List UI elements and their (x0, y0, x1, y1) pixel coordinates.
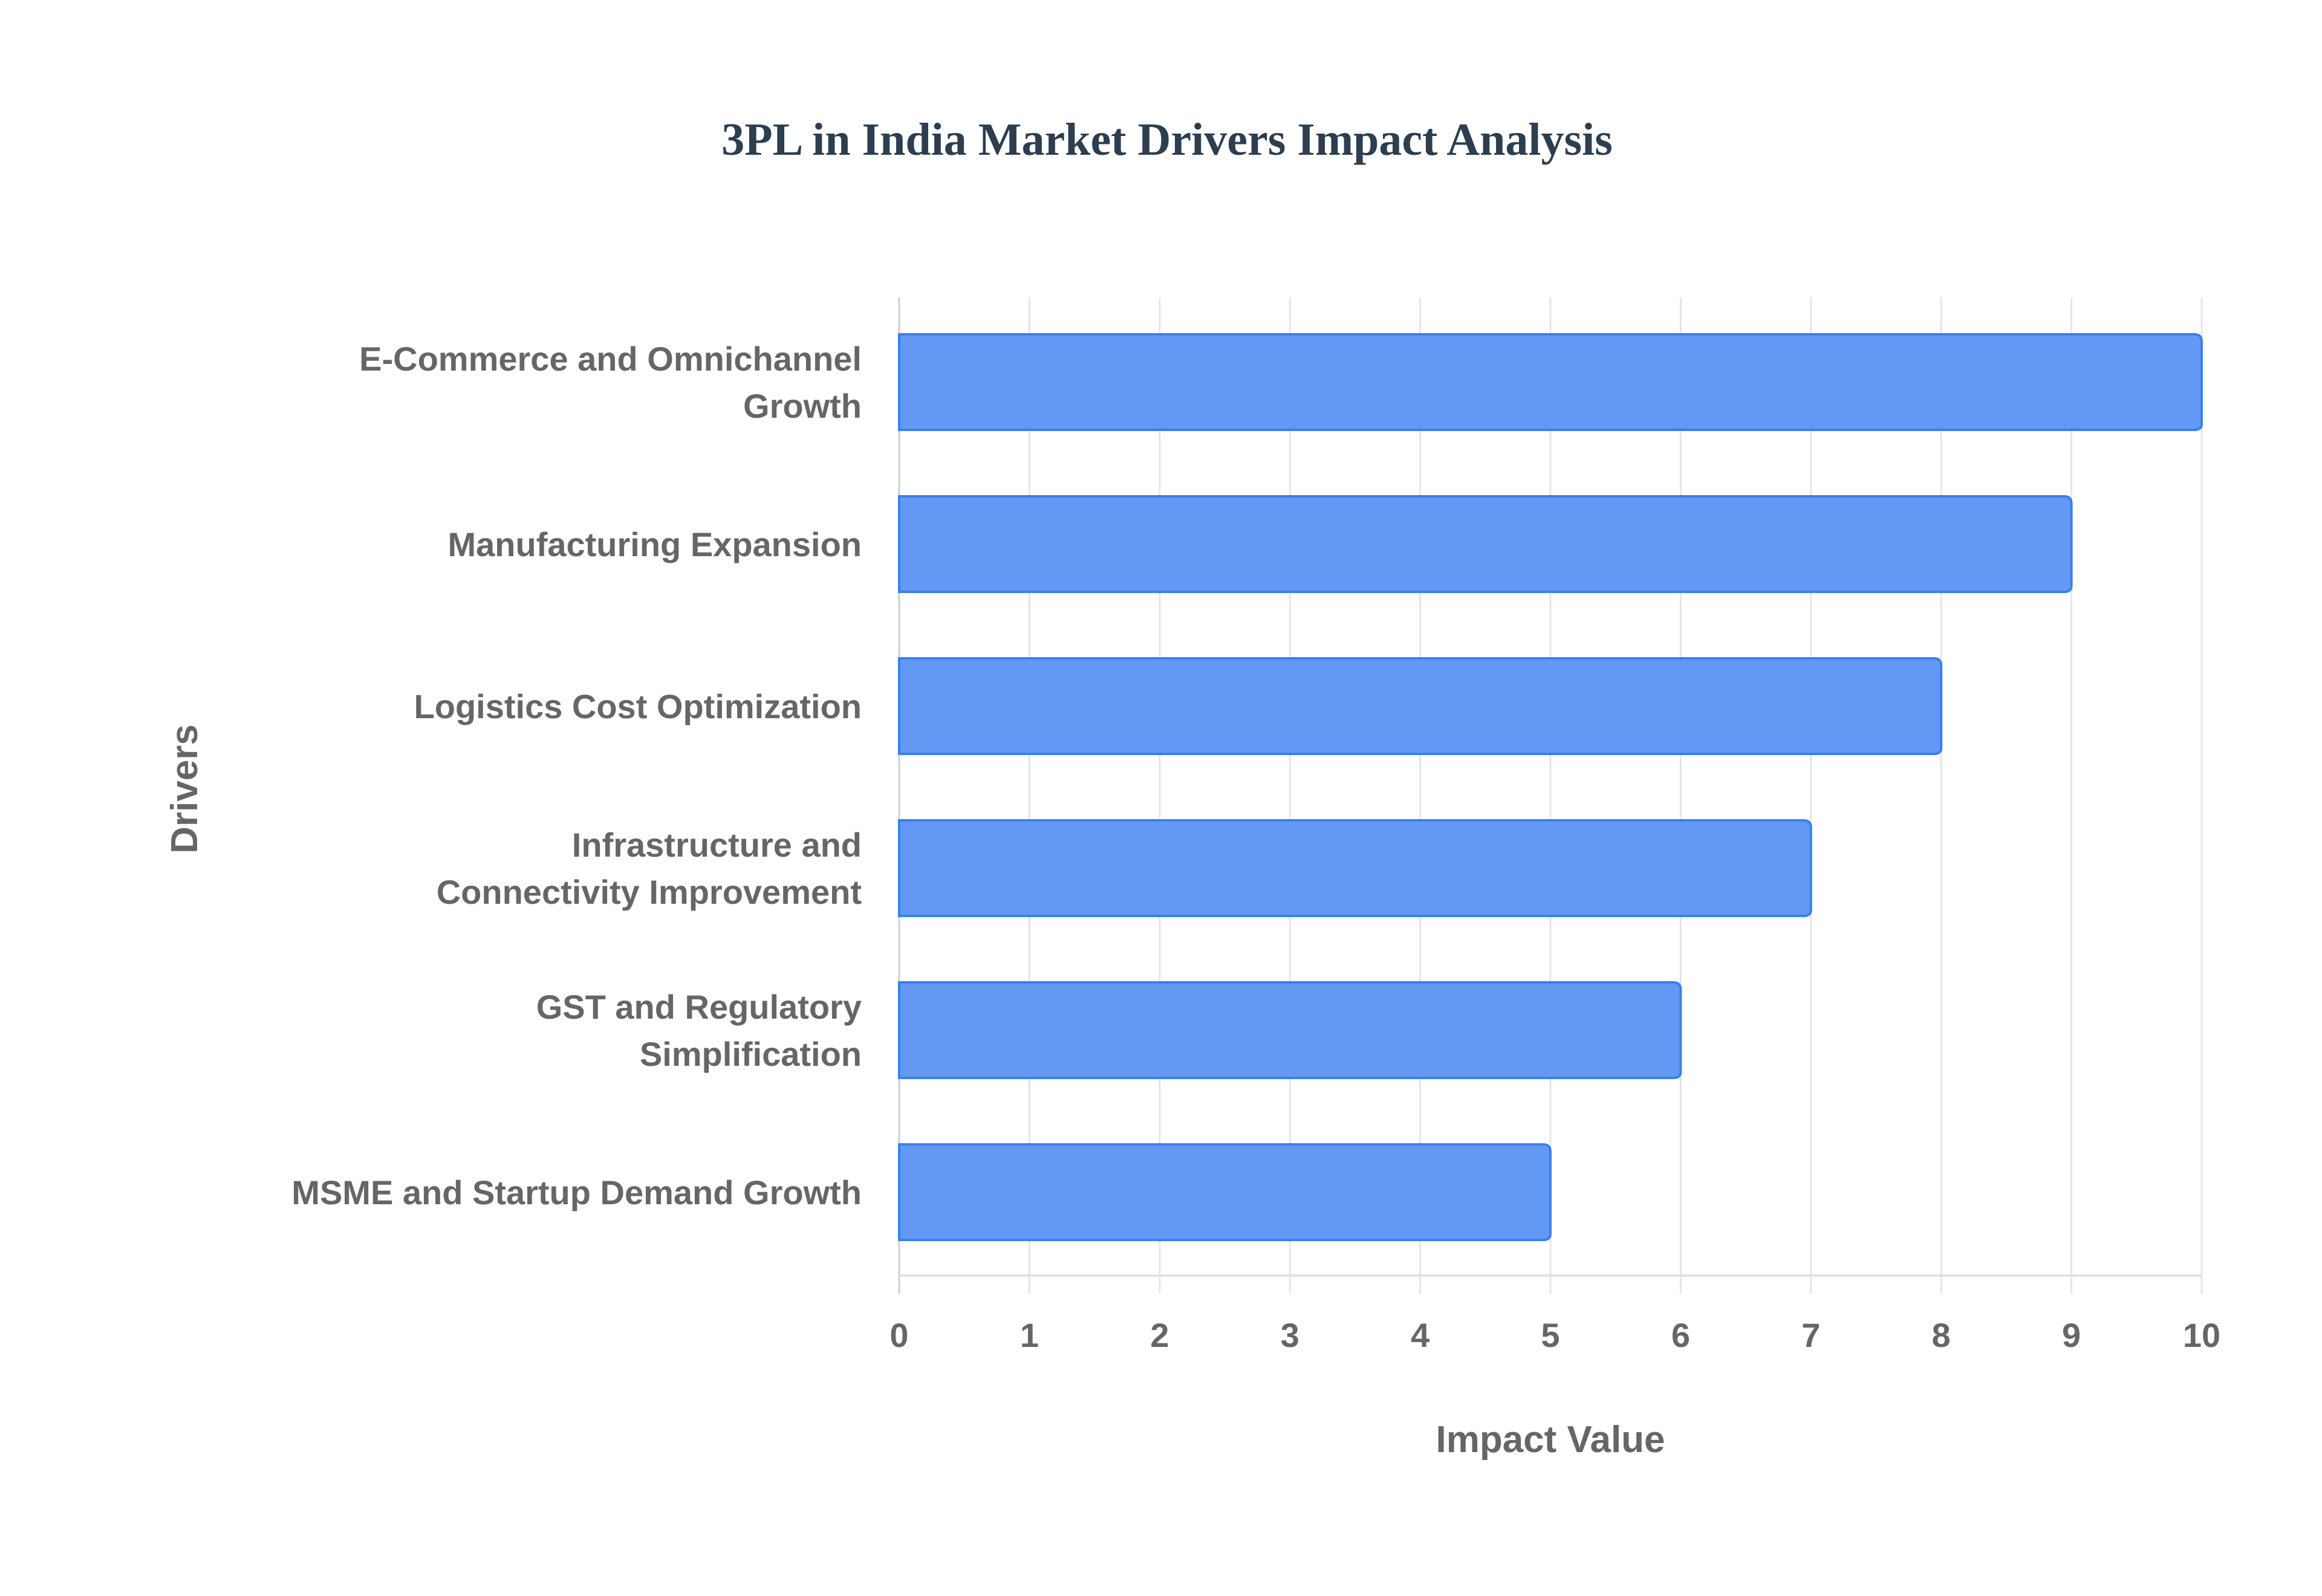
x-tick-label: 9 (2062, 1316, 2081, 1354)
bar (898, 657, 1943, 755)
y-tick-label: E-Commerce and Omnichannel Growth (359, 340, 862, 425)
y-tick-label: Logistics Cost Optimization (414, 687, 862, 725)
bar (898, 333, 2203, 431)
y-tick-label: Manufacturing Expansion (448, 525, 862, 563)
x-tick-label: 0 (889, 1316, 908, 1354)
x-tick-label: 10 (2183, 1316, 2220, 1354)
x-axis-title: Impact Value (1436, 1419, 1665, 1461)
x-tick-label: 4 (1411, 1316, 1429, 1354)
x-tick-labels: 0 1 2 3 4 5 6 7 8 9 10 (889, 1316, 2220, 1354)
bars (898, 333, 2203, 1241)
y-tick-labels: E-Commerce and Omnichannel Growth Manufact… (291, 340, 862, 1212)
gridlines (898, 297, 2203, 1294)
bar (898, 819, 1812, 917)
bar (898, 981, 1682, 1079)
bar (898, 495, 2073, 593)
y-tick-label: MSME and Startup Demand Growth (291, 1173, 862, 1212)
y-tick-label: Infrastructure and Connectivity Improveme… (437, 826, 862, 911)
bar (898, 1143, 1552, 1241)
x-tick-label: 3 (1281, 1316, 1299, 1354)
x-tick-label: 2 (1150, 1316, 1169, 1354)
x-tick-label: 6 (1671, 1316, 1690, 1354)
x-tick-label: 5 (1541, 1316, 1559, 1354)
x-tick-label: 1 (1020, 1316, 1039, 1354)
x-tick-label: 8 (1932, 1316, 1951, 1354)
y-tick-label: GST and Regulatory Simplification (536, 988, 862, 1073)
y-axis-title: Drivers (164, 724, 206, 854)
chart-title: 3PL in India Market Drivers Impact Analy… (721, 114, 1613, 165)
x-tick-label: 7 (1801, 1316, 1820, 1354)
